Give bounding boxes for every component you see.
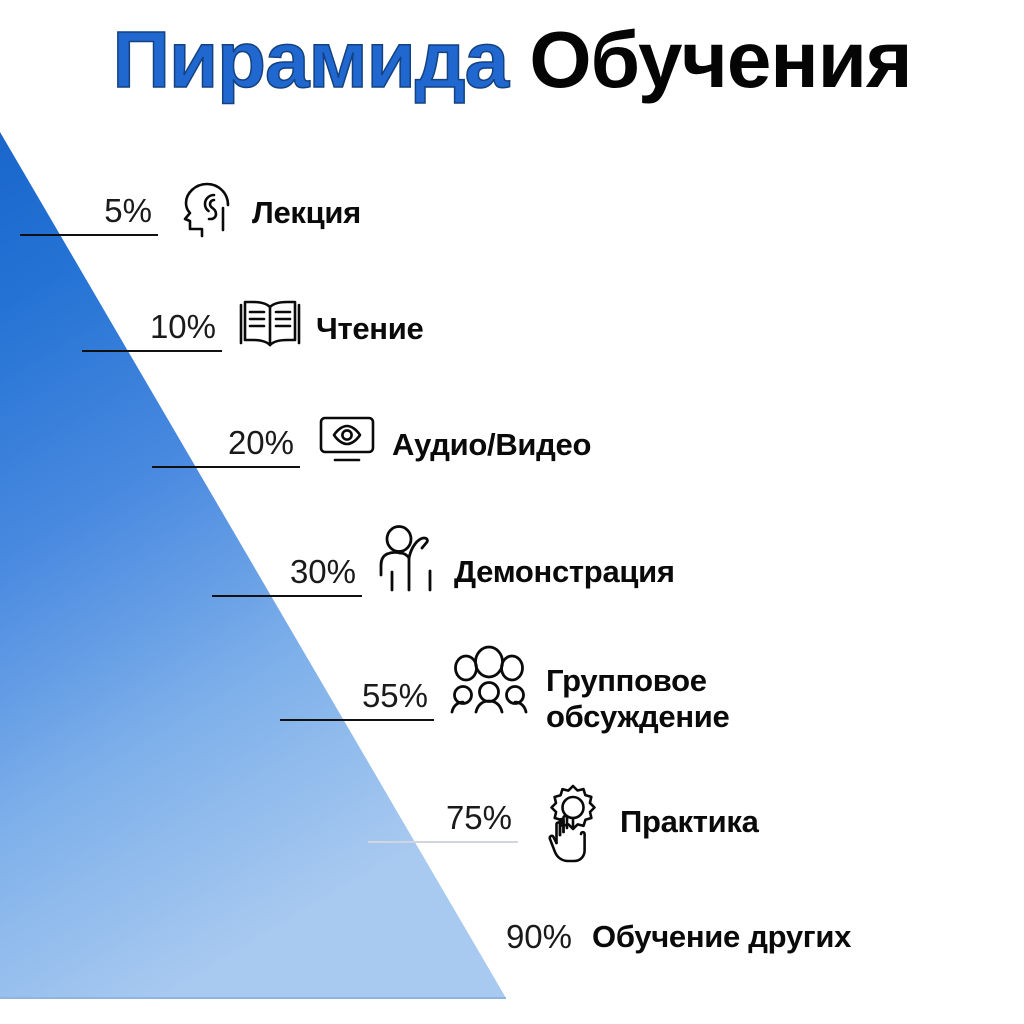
- row-3-percent: 20%: [227, 423, 294, 461]
- row-1-label: Лекция: [252, 195, 361, 231]
- row-5-leader-line: [280, 718, 434, 721]
- row-7-percent: 90%: [505, 918, 572, 956]
- title-word-blue: Пирамида: [112, 15, 510, 104]
- row-4-percent: 30%: [289, 552, 356, 590]
- row-5-label: Групповое обсуждение: [546, 663, 730, 734]
- page-title: Пирамида Обучения: [0, 15, 1024, 104]
- open-book-icon: [238, 293, 302, 358]
- row-6-leader-line: [368, 840, 518, 843]
- row-5-percent: 55%: [361, 676, 428, 714]
- row-1-leader-line: [20, 233, 158, 236]
- hand-gear-icon: [534, 782, 602, 869]
- row-1-percent: 5%: [104, 191, 152, 229]
- row-4-label: Демонстрация: [454, 554, 675, 590]
- monitor-eye-icon: [316, 413, 378, 472]
- row-2-leader-line: [82, 349, 222, 352]
- row-2-percent: 10%: [149, 307, 216, 345]
- row-6-label: Практика: [620, 804, 759, 840]
- row-6-percent: 75%: [445, 798, 512, 836]
- title-word-black: Обучения: [508, 15, 912, 104]
- row-4-leader-line: [212, 594, 362, 597]
- row-3-leader-line: [152, 465, 300, 468]
- person-raised-hand-icon: [378, 524, 440, 599]
- group-people-icon: [450, 644, 528, 719]
- row-7-label: Обучение других: [592, 918, 852, 954]
- head-ear-icon: [174, 175, 238, 244]
- row-2-label: Чтение: [316, 311, 424, 347]
- row-3-label: Аудио/Видео: [392, 427, 592, 463]
